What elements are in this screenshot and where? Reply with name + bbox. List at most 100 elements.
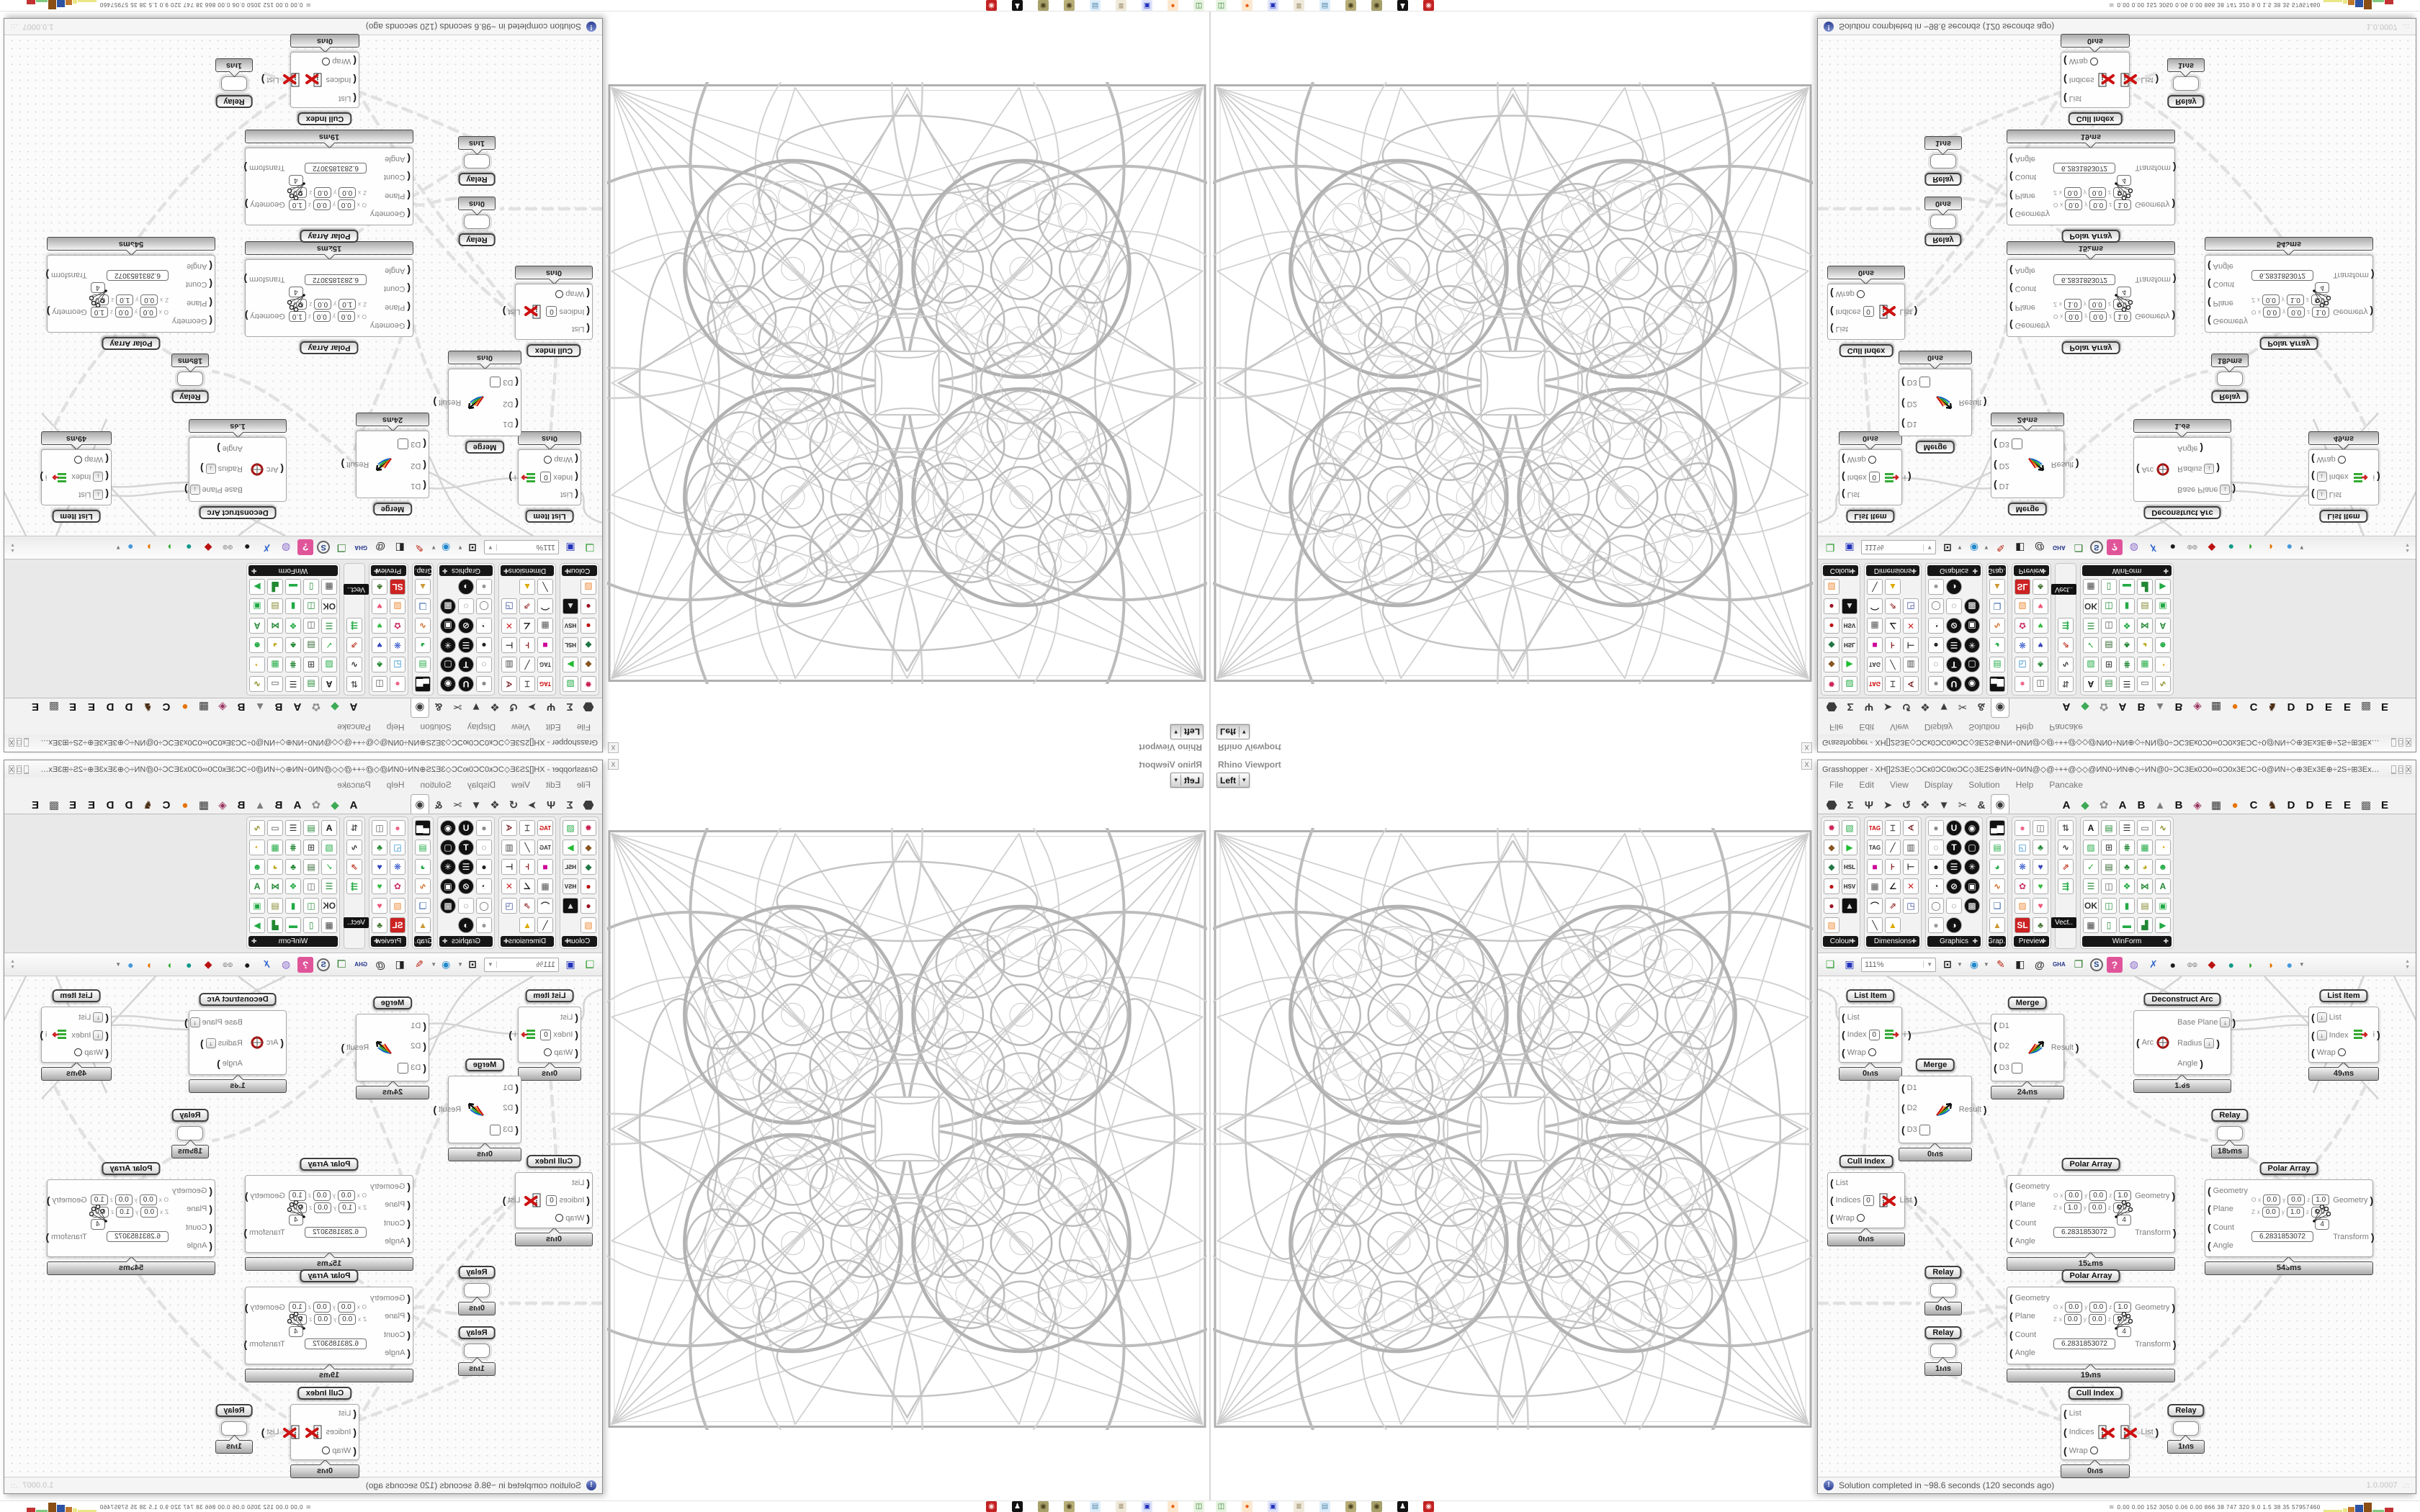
palette-icon[interactable]: ♥ xyxy=(2032,896,2049,915)
output-transform[interactable]: Transform) xyxy=(2333,269,2375,282)
gh-node-relay[interactable]: Relay 1ms xyxy=(212,58,256,108)
tab-maths[interactable]: Σ xyxy=(566,701,573,714)
input-d3[interactable]: (D3 xyxy=(490,377,519,388)
output-geometry[interactable]: Geometry) xyxy=(2135,1301,2176,1313)
palette-icon[interactable]: ✿ xyxy=(389,877,406,896)
palette-group-label[interactable]: Colour ✚ xyxy=(562,936,597,947)
gh-node-list-item[interactable]: List Item(↓ List(↓ Index(Wrap i) 49ms xyxy=(2308,431,2380,523)
input-count[interactable]: (Count xyxy=(185,279,212,291)
ball-teal-icon[interactable]: ● xyxy=(2228,958,2235,971)
palette-icon[interactable]: ◱ xyxy=(2014,655,2031,674)
palette-icon[interactable]: ∿ xyxy=(346,655,363,674)
palette-icon[interactable]: ╱ xyxy=(1884,838,1901,857)
palette-icon[interactable]: ◔ xyxy=(248,838,266,857)
output-base-plane[interactable]: Base Plane ↓) xyxy=(184,483,243,495)
palette-icon[interactable]: ● xyxy=(580,616,597,635)
plugin-tab-9[interactable]: ● xyxy=(182,701,189,714)
gh-node-list-item[interactable]: List Item(↓ List(↓ Index(Wrap i) 49ms xyxy=(2308,989,2380,1081)
wrap-toggle-icon[interactable] xyxy=(2337,455,2346,464)
ball-teal-icon[interactable]: ● xyxy=(185,541,192,554)
node-body[interactable]: (List(Index 0(Wrap i) xyxy=(508,449,581,505)
output-angle[interactable]: Angle) xyxy=(2177,1057,2203,1069)
input-wrap[interactable]: (Wrap xyxy=(2311,1048,2349,1058)
output-geometry[interactable]: Geometry) xyxy=(244,310,285,323)
input-list[interactable]: (List xyxy=(339,1408,357,1420)
palette-icon[interactable]: ∢ xyxy=(1902,819,1919,837)
input-index[interactable]: (↓ Index xyxy=(71,471,109,483)
palette-icon[interactable]: ⇗ xyxy=(519,597,536,616)
ball-green-icon[interactable]: ◗ xyxy=(2247,541,2254,554)
tab-mesh[interactable]: ▼ xyxy=(1938,701,1950,714)
value-box[interactable] xyxy=(490,377,501,388)
palette-icon[interactable]: ▬ xyxy=(2118,577,2136,596)
node-label[interactable]: Merge xyxy=(1915,441,1955,454)
tab-display[interactable]: ◉ xyxy=(411,794,429,814)
palette-group-label[interactable]: WinForm ✚ xyxy=(2082,936,2172,947)
at-icon[interactable]: @ xyxy=(375,958,385,971)
palette-icon[interactable]: ❏ xyxy=(414,597,431,616)
palette-icon[interactable]: ✳ xyxy=(1963,636,1981,654)
wrap-toggle-icon[interactable] xyxy=(1868,1048,1876,1056)
drive-icon[interactable]: ◫ xyxy=(1193,0,1204,11)
palette-icon[interactable]: ♣ xyxy=(284,858,302,876)
floppy64-icon[interactable]: ▣ xyxy=(1142,0,1152,11)
badge-icon[interactable]: ◉ xyxy=(986,1501,997,1512)
window-book-icon[interactable]: ❐ xyxy=(2074,958,2084,970)
plugin-tab-16[interactable]: ▩ xyxy=(48,799,60,811)
plane-value-box[interactable]: 0.0 xyxy=(2065,199,2083,210)
palette-icon[interactable] xyxy=(1963,577,1981,596)
zoom-level-combo[interactable]: 111% ▼ xyxy=(484,540,559,555)
node-body[interactable]: (↓ List(↓ Index(Wrap i) xyxy=(40,449,112,505)
node-label[interactable]: Relay xyxy=(2167,95,2205,108)
coin-icon[interactable]: ◉ xyxy=(1345,0,1356,11)
input-list[interactable]: (↓ List xyxy=(2311,1012,2341,1024)
palette-icon[interactable]: ♣ xyxy=(371,655,388,674)
palette-icon[interactable]: U xyxy=(457,819,475,837)
input-indices[interactable]: (Indices012 xyxy=(2063,1424,2115,1440)
plugin-tab-17[interactable]: E xyxy=(2380,701,2388,714)
palette-icon[interactable]: ⌒ xyxy=(1866,896,1883,915)
palette-icon[interactable]: ▣ xyxy=(439,616,457,635)
input-geometry[interactable]: (Geometry xyxy=(2208,1184,2248,1197)
plugin-tab-8[interactable]: ▦ xyxy=(198,701,210,713)
palette-icon[interactable]: ✿ xyxy=(2014,616,2031,635)
palette-icon[interactable]: ▶ xyxy=(562,838,579,857)
tab-vector[interactable]: ➤ xyxy=(527,799,537,811)
input-plane[interactable]: (Plane xyxy=(385,1310,411,1323)
sketch-pen-icon[interactable]: ✎ xyxy=(1996,958,2005,970)
gh-node-list-item[interactable]: List Item(List(Index 0(Wrap i) 0ms xyxy=(1839,989,1912,1081)
value-box[interactable]: 0 xyxy=(540,472,552,483)
palette-icon[interactable]: ▣ xyxy=(248,896,266,915)
palette-icon[interactable]: ⇗ xyxy=(519,896,536,915)
output-i[interactable]: i) xyxy=(2372,472,2380,483)
palette-icon[interactable]: A xyxy=(2154,877,2172,896)
input-angle[interactable]: (Angle xyxy=(2208,1240,2233,1252)
plane-value-box[interactable]: 1.0 xyxy=(288,311,306,322)
relay-body[interactable] xyxy=(221,76,247,91)
palette-icon[interactable]: ∠ xyxy=(1884,877,1901,896)
gha-icon[interactable]: GHA xyxy=(2052,544,2066,551)
palette-icon[interactable]: ▣ xyxy=(1963,877,1981,896)
palette-icon[interactable]: ☰ xyxy=(2118,819,2136,837)
strings-icon[interactable]: ✗ xyxy=(2148,958,2158,970)
maximize-icon[interactable]: □ xyxy=(2398,765,2403,774)
palette-icon[interactable]: ▨ xyxy=(580,916,597,935)
input-plane[interactable]: (Plane xyxy=(2009,189,2035,202)
plane-value-box[interactable]: 1.0 xyxy=(2312,1194,2330,1205)
palette-icon[interactable]: ▢ xyxy=(1963,838,1981,857)
plugin-tab-14[interactable]: E xyxy=(2324,701,2332,714)
node-body[interactable]: (List(Indices012(Wrap012List) xyxy=(261,52,359,108)
node-label[interactable]: Relay xyxy=(1924,1326,1962,1339)
palette-icon[interactable]: ◫ xyxy=(2032,819,2049,837)
palette-icon[interactable] xyxy=(439,916,457,935)
palette-icon[interactable]: ⋈ xyxy=(2136,877,2154,896)
palette-icon[interactable]: ▲ xyxy=(519,916,536,935)
node-label[interactable]: Polar Array xyxy=(300,341,359,354)
palette-icon[interactable]: ◌ xyxy=(1927,838,1945,857)
drive-icon[interactable]: ◫ xyxy=(1216,1501,1227,1512)
palette-icon[interactable]: ■ xyxy=(1866,636,1883,654)
output-transform[interactable]: Transform) xyxy=(243,162,285,174)
palette-icon[interactable]: ✳ xyxy=(1963,858,1981,876)
